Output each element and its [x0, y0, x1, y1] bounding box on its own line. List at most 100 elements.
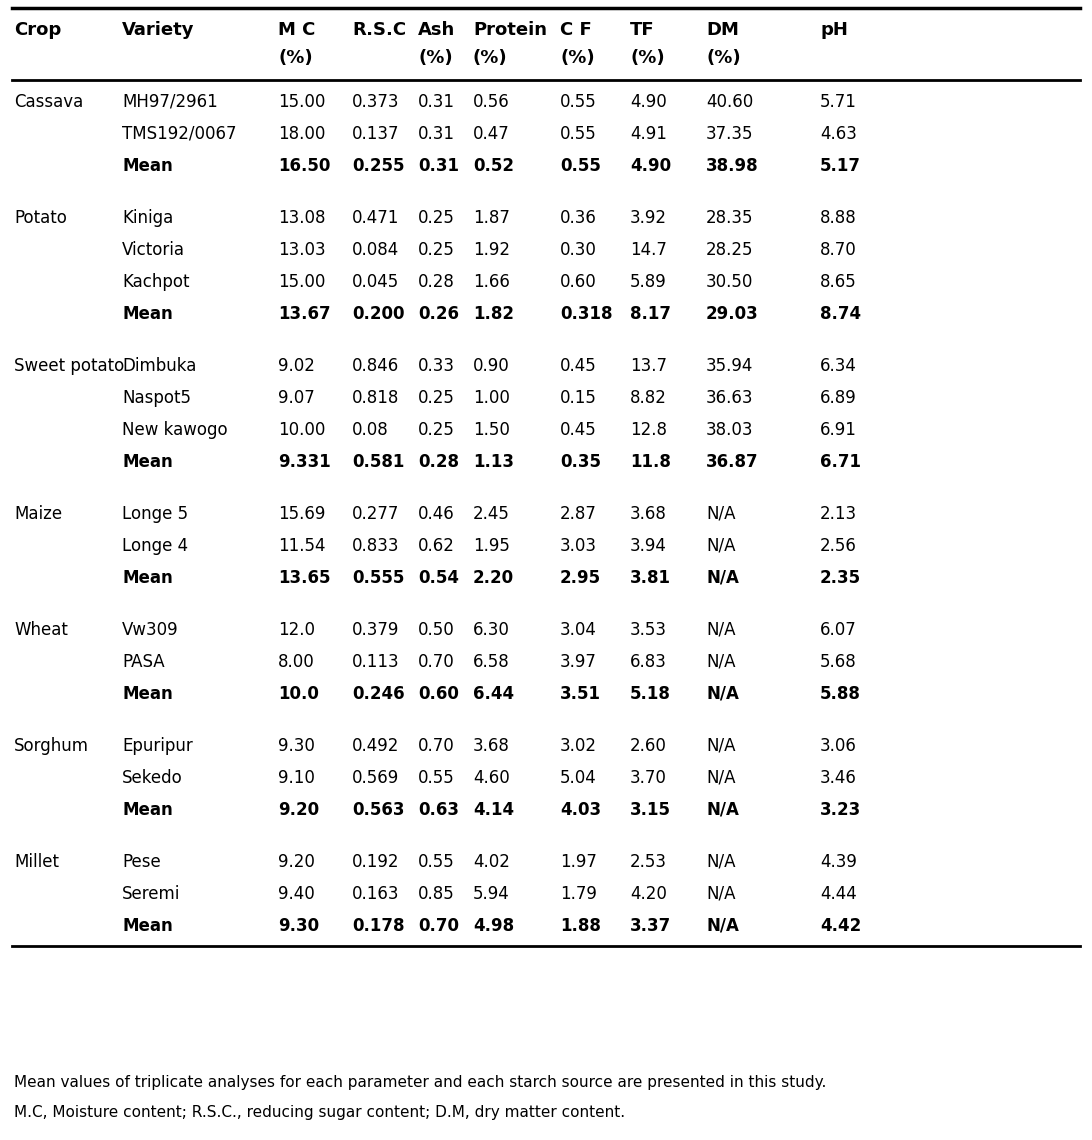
Text: 2.95: 2.95 [560, 569, 601, 587]
Text: 4.39: 4.39 [820, 853, 857, 871]
Text: 9.30: 9.30 [278, 736, 314, 755]
Text: 9.20: 9.20 [278, 853, 314, 871]
Text: 0.113: 0.113 [352, 653, 400, 671]
Text: 2.56: 2.56 [820, 537, 857, 555]
Text: 14.7: 14.7 [630, 241, 667, 259]
Text: 3.04: 3.04 [560, 621, 597, 640]
Text: 0.70: 0.70 [418, 653, 454, 671]
Text: 0.25: 0.25 [418, 421, 455, 439]
Text: Crop: Crop [14, 21, 61, 39]
Text: 3.02: 3.02 [560, 736, 597, 755]
Text: R.S.C: R.S.C [352, 21, 406, 39]
Text: 3.53: 3.53 [630, 621, 667, 640]
Text: 38.03: 38.03 [707, 421, 753, 439]
Text: Epuripur: Epuripur [122, 736, 193, 755]
Text: Ash: Ash [418, 21, 455, 39]
Text: 6.83: 6.83 [630, 653, 667, 671]
Text: 15.00: 15.00 [278, 93, 325, 111]
Text: 13.7: 13.7 [630, 357, 667, 375]
Text: 4.02: 4.02 [473, 853, 510, 871]
Text: Longe 5: Longe 5 [122, 505, 188, 523]
Text: 0.46: 0.46 [418, 505, 454, 523]
Text: 2.53: 2.53 [630, 853, 667, 871]
Text: 3.23: 3.23 [820, 801, 862, 819]
Text: 9.331: 9.331 [278, 453, 331, 471]
Text: N/A: N/A [707, 853, 736, 871]
Text: 0.26: 0.26 [418, 306, 459, 323]
Text: 11.54: 11.54 [278, 537, 325, 555]
Text: N/A: N/A [707, 537, 736, 555]
Text: New kawogo: New kawogo [122, 421, 227, 439]
Text: 8.70: 8.70 [820, 241, 857, 259]
Text: 13.08: 13.08 [278, 209, 325, 227]
Text: 15.00: 15.00 [278, 272, 325, 291]
Text: 3.06: 3.06 [820, 736, 857, 755]
Text: 0.55: 0.55 [418, 770, 454, 787]
Text: 0.192: 0.192 [352, 853, 400, 871]
Text: (%): (%) [630, 49, 665, 67]
Text: 0.31: 0.31 [418, 157, 459, 176]
Text: 0.25: 0.25 [418, 209, 455, 227]
Text: (%): (%) [278, 49, 312, 67]
Text: 0.55: 0.55 [560, 93, 596, 111]
Text: 11.8: 11.8 [630, 453, 670, 471]
Text: 5.94: 5.94 [473, 885, 510, 903]
Text: 5.88: 5.88 [820, 685, 860, 703]
Text: 37.35: 37.35 [707, 125, 753, 142]
Text: Mean: Mean [122, 306, 173, 323]
Text: 40.60: 40.60 [707, 93, 753, 111]
Text: Cassava: Cassava [14, 93, 83, 111]
Text: Kiniga: Kiniga [122, 209, 174, 227]
Text: Millet: Millet [14, 853, 59, 871]
Text: 9.02: 9.02 [278, 357, 314, 375]
Text: N/A: N/A [707, 569, 739, 587]
Text: 1.95: 1.95 [473, 537, 510, 555]
Text: 6.34: 6.34 [820, 357, 857, 375]
Text: 13.67: 13.67 [278, 306, 331, 323]
Text: 29.03: 29.03 [707, 306, 759, 323]
Text: (%): (%) [560, 49, 595, 67]
Text: C F: C F [560, 21, 592, 39]
Text: 8.65: 8.65 [820, 272, 857, 291]
Text: 0.492: 0.492 [352, 736, 400, 755]
Text: 9.30: 9.30 [278, 917, 319, 935]
Text: N/A: N/A [707, 917, 739, 935]
Text: 0.36: 0.36 [560, 209, 597, 227]
Text: 4.90: 4.90 [630, 93, 667, 111]
Text: 1.97: 1.97 [560, 853, 597, 871]
Text: 1.87: 1.87 [473, 209, 510, 227]
Text: 9.10: 9.10 [278, 770, 314, 787]
Text: M.C, Moisture content; R.S.C., reducing sugar content; D.M, dry matter content.: M.C, Moisture content; R.S.C., reducing … [14, 1105, 625, 1119]
Text: 0.555: 0.555 [352, 569, 404, 587]
Text: 0.163: 0.163 [352, 885, 400, 903]
Text: 2.45: 2.45 [473, 505, 510, 523]
Text: 0.255: 0.255 [352, 157, 404, 176]
Text: 36.63: 36.63 [707, 389, 753, 407]
Text: Wheat: Wheat [14, 621, 68, 640]
Text: 8.74: 8.74 [820, 306, 862, 323]
Text: 3.68: 3.68 [630, 505, 667, 523]
Text: N/A: N/A [707, 621, 736, 640]
Text: N/A: N/A [707, 653, 736, 671]
Text: 0.30: 0.30 [560, 241, 597, 259]
Text: Variety: Variety [122, 21, 194, 39]
Text: N/A: N/A [707, 685, 739, 703]
Text: 4.44: 4.44 [820, 885, 857, 903]
Text: 0.28: 0.28 [418, 272, 455, 291]
Text: Kachpot: Kachpot [122, 272, 190, 291]
Text: 28.35: 28.35 [707, 209, 753, 227]
Text: 0.50: 0.50 [418, 621, 454, 640]
Text: 8.88: 8.88 [820, 209, 857, 227]
Text: 8.17: 8.17 [630, 306, 670, 323]
Text: 0.379: 0.379 [352, 621, 400, 640]
Text: Pese: Pese [122, 853, 161, 871]
Text: Victoria: Victoria [122, 241, 185, 259]
Text: 0.563: 0.563 [352, 801, 404, 819]
Text: 0.55: 0.55 [560, 157, 601, 176]
Text: N/A: N/A [707, 770, 736, 787]
Text: 0.28: 0.28 [418, 453, 459, 471]
Text: 1.00: 1.00 [473, 389, 510, 407]
Text: 1.13: 1.13 [473, 453, 514, 471]
Text: 0.08: 0.08 [352, 421, 389, 439]
Text: 0.31: 0.31 [418, 93, 455, 111]
